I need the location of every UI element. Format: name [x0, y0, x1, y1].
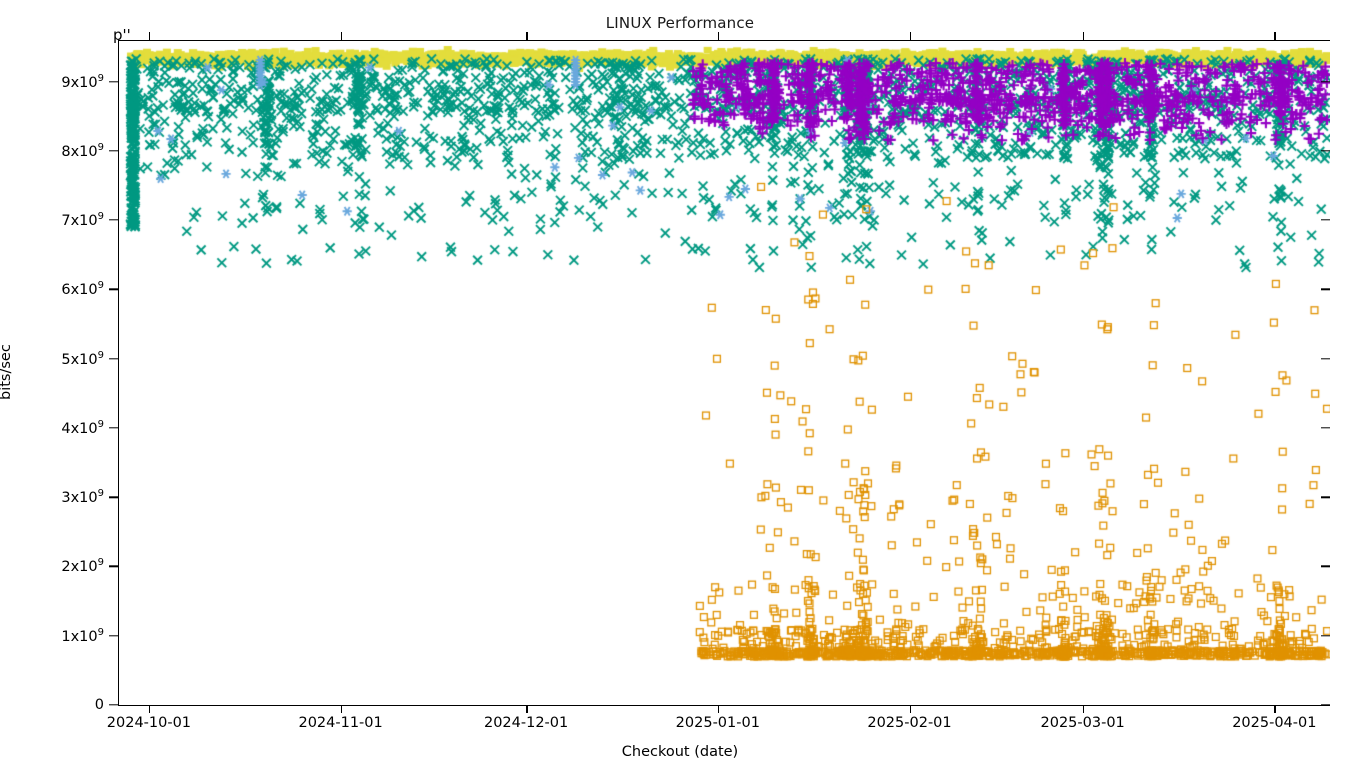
y-axis-line — [118, 40, 120, 706]
x-tick-mark — [1082, 705, 1085, 713]
x-tick-mark — [909, 705, 911, 713]
y-tick-label: 1x109 — [61, 626, 104, 645]
x-tick-mark-top — [526, 32, 528, 40]
x-tick-label: 2025-02-01 — [867, 715, 952, 731]
x-tick-mark — [340, 705, 342, 713]
y-tick-label: 5x109 — [61, 349, 104, 368]
x-tick-label: 2024-11-01 — [298, 715, 383, 731]
plot-corner-annotation: p'' — [113, 26, 131, 44]
y-tick-mark — [109, 496, 118, 498]
plot-top-border — [118, 40, 1330, 42]
y-tick-mark-right — [1321, 635, 1330, 637]
y-tick-mark-right — [1321, 288, 1330, 291]
x-tick-mark-top — [1082, 32, 1085, 40]
y-tick-mark-right — [1321, 704, 1330, 706]
y-tick-mark — [109, 219, 118, 221]
y-tick-mark — [109, 357, 118, 360]
x-tick-mark-top — [148, 32, 151, 40]
x-tick-label: 2024-10-01 — [106, 715, 192, 731]
y-tick-mark — [109, 704, 118, 706]
y-tick-mark — [109, 635, 118, 637]
y-tick-mark-right — [1321, 357, 1330, 360]
chart-title: LINUX Performance — [605, 14, 755, 32]
y-tick-mark — [109, 80, 118, 83]
y-tick-label: 2x109 — [61, 557, 104, 576]
scatter-plot-canvas — [118, 40, 1330, 705]
y-tick-mark-right — [1321, 427, 1330, 429]
x-tick-mark-top — [909, 32, 911, 40]
y-tick-label: 6x109 — [61, 280, 104, 299]
x-tick-mark — [1274, 705, 1276, 713]
x-tick-mark — [526, 705, 528, 713]
x-axis-line — [118, 705, 1330, 707]
y-tick-label: 4x109 — [61, 418, 104, 437]
x-tick-mark — [148, 705, 151, 713]
y-tick-mark — [109, 288, 118, 291]
y-tick-mark — [109, 427, 118, 429]
y-tick-label: 7x109 — [61, 211, 104, 230]
y-tick-mark-right — [1321, 219, 1330, 221]
y-tick-label: 9x109 — [61, 72, 104, 91]
y-tick-label: 0 — [94, 697, 104, 713]
y-axis-label: bits/sec — [0, 344, 14, 400]
x-tick-label: 2025-01-01 — [675, 715, 760, 731]
y-tick-mark-right — [1321, 80, 1330, 83]
x-tick-label: 2025-03-01 — [1040, 715, 1125, 731]
y-tick-label: 3x109 — [61, 488, 104, 507]
x-tick-label: 2025-04-01 — [1232, 715, 1317, 731]
y-tick-mark-right — [1321, 565, 1330, 568]
y-tick-mark — [109, 565, 118, 568]
x-tick-mark-top — [340, 32, 342, 40]
x-tick-mark-top — [1274, 32, 1276, 40]
y-tick-mark-right — [1321, 496, 1330, 498]
x-axis-label: Checkout (date) — [621, 744, 739, 760]
y-tick-mark — [109, 150, 118, 152]
x-tick-label: 2024-12-01 — [483, 715, 569, 731]
y-tick-mark-right — [1321, 150, 1330, 152]
x-tick-mark-top — [717, 32, 720, 40]
y-tick-label: 8x109 — [61, 141, 104, 160]
x-tick-mark — [717, 705, 720, 713]
